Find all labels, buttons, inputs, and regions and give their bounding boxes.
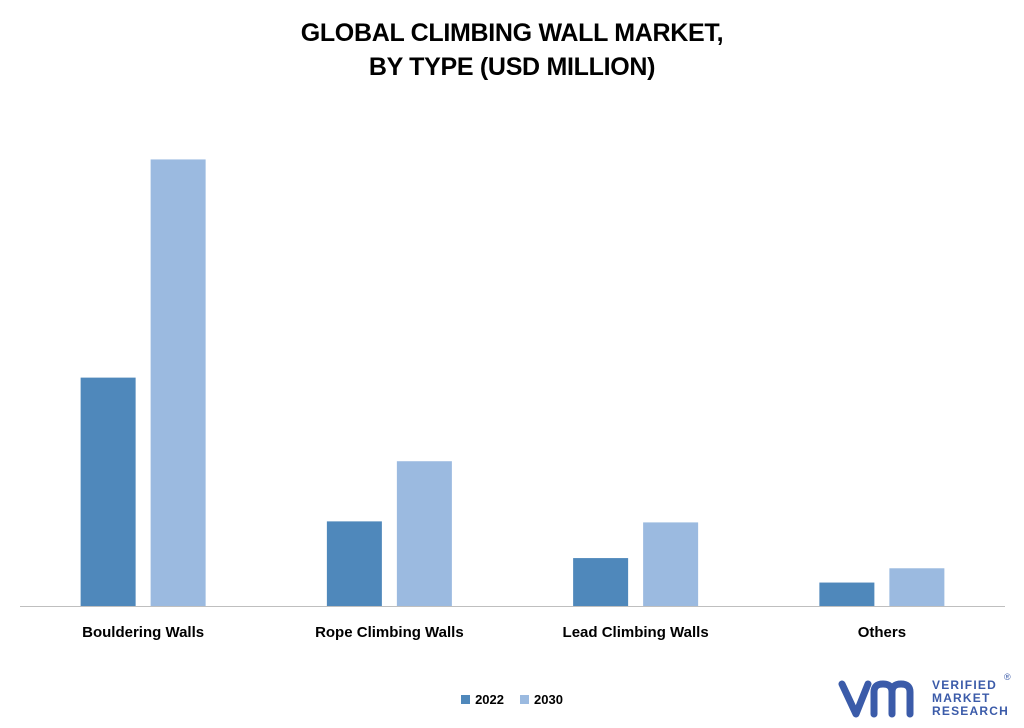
- vmr-logo-line-2: MARKET: [932, 691, 991, 705]
- chart-title-line-2: BY TYPE (USD MILLION): [368, 53, 656, 81]
- legend-swatch-2030: [520, 695, 529, 704]
- bar-2022-bouldering-walls: [80, 377, 136, 606]
- bar-2030-others: [889, 568, 945, 606]
- legend-swatch-2022: [461, 695, 471, 704]
- x-tick-label: Lead Climbing Walls: [563, 624, 709, 641]
- legend-item-2022: 2022: [461, 692, 504, 707]
- x-tick-label: Others: [858, 624, 906, 641]
- bar-2030-lead-climbing-walls: [643, 522, 699, 606]
- legend-label-2022: 2022: [475, 692, 504, 707]
- chart-title: GLOBAL CLIMBING WALL MARKET, BY TYPE (US…: [0, 16, 1024, 84]
- x-tick-label: Rope Climbing Walls: [315, 624, 464, 641]
- bar-2030-bouldering-walls: [150, 159, 206, 607]
- vmr-logo-line-1: VERIFIED: [932, 678, 997, 692]
- registered-mark: ®: [1004, 672, 1011, 682]
- bar-2022-lead-climbing-walls: [573, 558, 629, 606]
- legend: 2022 2030: [0, 692, 1024, 707]
- bar-2022-rope-climbing-walls: [326, 521, 382, 606]
- bar-2022-others: [819, 582, 875, 606]
- vmr-logo-text: VERIFIED MARKET RESEARCH: [932, 679, 1009, 718]
- vmr-logo-icon: [838, 680, 914, 718]
- legend-label-2030: 2030: [534, 692, 563, 707]
- chart-title-line-1: GLOBAL CLIMBING WALL MARKET,: [300, 19, 724, 47]
- bar-2030-rope-climbing-walls: [396, 461, 452, 606]
- legend-item-2030: 2030: [520, 692, 563, 707]
- vmr-logo-line-3: RESEARCH: [932, 704, 1009, 718]
- vmr-logo: VERIFIED MARKET RESEARCH ®: [838, 672, 1018, 722]
- x-tick-label: Bouldering Walls: [82, 624, 204, 641]
